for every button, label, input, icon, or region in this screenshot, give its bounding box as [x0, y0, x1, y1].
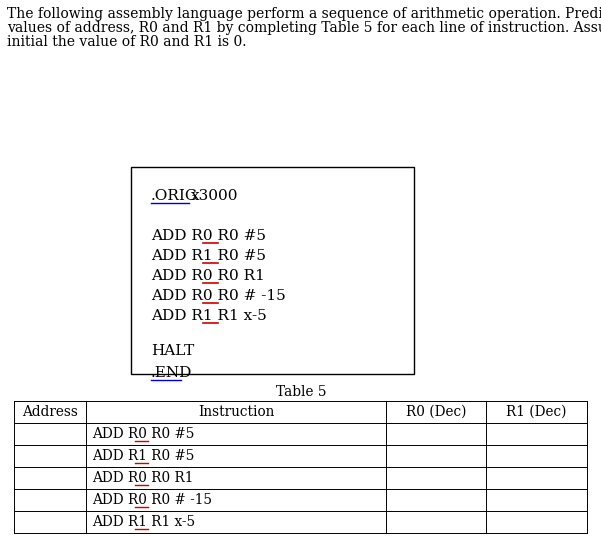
Text: ADD R1 R0 #5: ADD R1 R0 #5	[92, 449, 194, 463]
Text: ADD R0 R0 # -15: ADD R0 R0 # -15	[151, 289, 285, 303]
Text: ADD R1 R0 #5: ADD R1 R0 #5	[151, 249, 266, 263]
Text: HALT: HALT	[151, 344, 194, 358]
Text: The following assembly language perform a sequence of arithmetic operation. Pred: The following assembly language perform …	[7, 7, 601, 21]
Text: .ORIG: .ORIG	[151, 189, 198, 203]
Text: Address: Address	[22, 405, 78, 419]
Text: Table 5: Table 5	[276, 385, 326, 399]
Text: initial the value of R0 and R1 is 0.: initial the value of R0 and R1 is 0.	[7, 35, 246, 49]
Text: ADD R0 R0 R1: ADD R0 R0 R1	[92, 471, 194, 485]
Text: ADD R0 R0 #5: ADD R0 R0 #5	[92, 427, 194, 441]
Text: x3000: x3000	[191, 189, 239, 203]
Text: Instruction: Instruction	[198, 405, 274, 419]
Text: ADD R0 R0 R1: ADD R0 R0 R1	[151, 269, 265, 283]
Bar	[131, 167, 414, 374]
Text: ADD R1 R1 x-5: ADD R1 R1 x-5	[92, 515, 195, 529]
Text: ADD R1 R1 x-5: ADD R1 R1 x-5	[151, 309, 267, 323]
Text: values of address, R0 and R1 by completing Table 5 for each line of instruction.: values of address, R0 and R1 by completi…	[7, 21, 601, 35]
Text: ADD R0 R0 #5: ADD R0 R0 #5	[151, 229, 266, 243]
Text: R1 (Dec): R1 (Dec)	[506, 405, 567, 419]
Text: R0 (Dec): R0 (Dec)	[406, 405, 466, 419]
Text: ADD R0 R0 # -15: ADD R0 R0 # -15	[92, 493, 212, 507]
Text: .END: .END	[151, 366, 192, 380]
